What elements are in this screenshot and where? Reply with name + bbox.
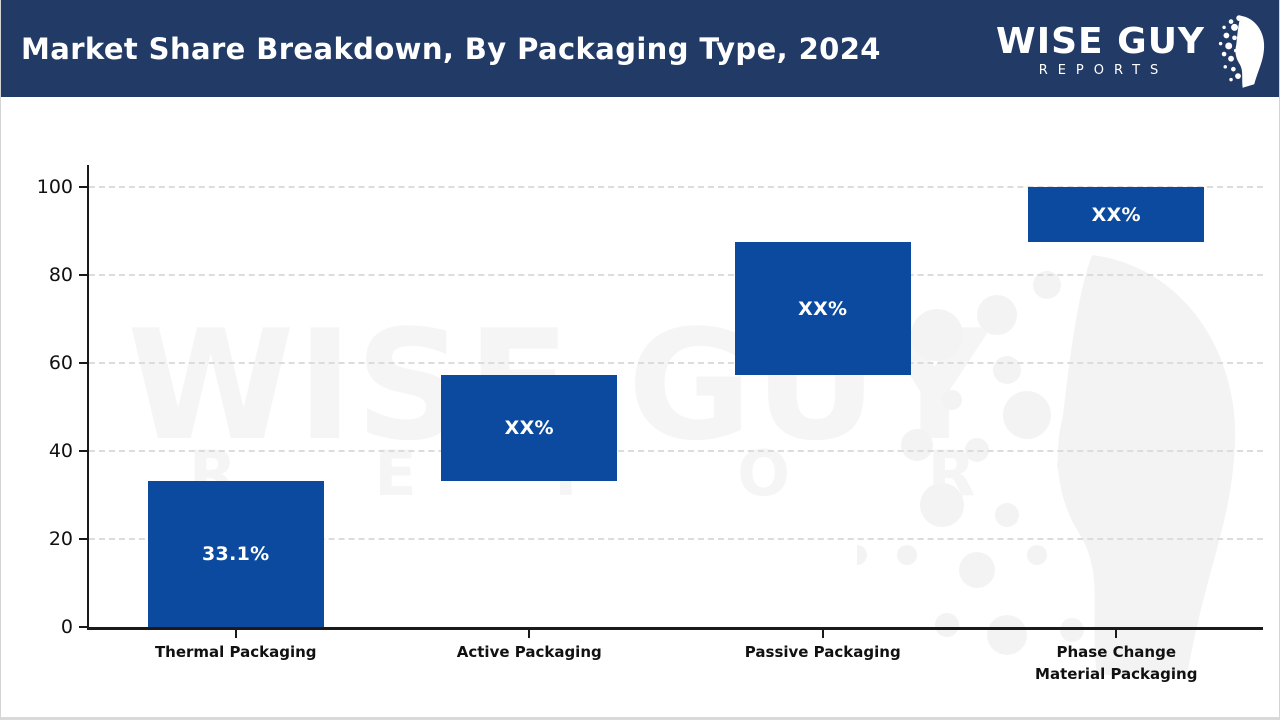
gridline [89,450,1263,452]
bar-value-label: 33.1% [202,543,270,566]
x-tick-label: Thermal Packaging [106,641,366,663]
bar-value-label: XX% [1091,203,1141,226]
wiseguy-logo-text: WISE GUY REPORTS [995,20,1205,78]
bar-1: 33.1% [147,481,324,627]
x-tick-label-line: Phase Change [1056,643,1177,661]
gridline [89,538,1263,540]
header-band: Market Share Breakdown, By Packaging Typ… [1,0,1279,97]
x-tick-label-line: Material Packaging [1035,665,1198,683]
bar-4: XX% [1028,187,1205,242]
wiseguy-face-icon [1218,15,1265,88]
x-axis-line [87,627,1263,630]
x-axis-tick [1115,630,1118,638]
y-tick-label: 40 [48,440,73,462]
y-axis-tick [79,274,89,276]
y-axis-tick [79,186,89,188]
y-tick-label: 20 [48,528,73,550]
y-axis-line [87,165,89,629]
bar-value-label: XX% [504,417,554,440]
bar-2: XX% [441,375,618,482]
x-tick-label-line: Passive Packaging [744,643,901,661]
y-tick-label: 100 [36,176,73,198]
x-tick-label-line: Thermal Packaging [154,643,317,661]
gridline [89,362,1263,364]
y-axis-tick [79,538,89,540]
bar-3: XX% [734,242,911,376]
x-axis-tick [528,630,531,638]
y-tick-label: 0 [60,616,73,638]
bar-value-label: XX% [798,297,848,320]
x-axis-tick [234,630,237,638]
gridline [89,186,1263,188]
x-tick-label: Phase Change Material Packaging [986,641,1246,685]
y-axis-tick [79,626,89,628]
watermark-face-icon [857,255,1236,675]
wiseguy-logo-sub: REPORTS [1038,62,1169,78]
x-tick-label: Active Packaging [399,641,659,663]
page-title: Market Share Breakdown, By Packaging Typ… [21,31,881,66]
wiseguy-logo: WISE GUY REPORTS [996,8,1267,92]
x-tick-label: Passive Packaging [693,641,953,663]
gridline [89,274,1263,276]
y-tick-label: 60 [48,352,73,374]
wiseguy-logo-name: WISE GUY [995,20,1205,62]
x-tick-label-line: Active Packaging [456,643,602,661]
y-tick-label: 80 [48,264,73,286]
chart-area: WISE GUY R E P O R T S 0 20 40 60 80 100 33.1%… [1,97,1279,717]
x-axis-tick [821,630,824,638]
y-axis-tick [79,362,89,364]
y-axis-tick [79,450,89,452]
